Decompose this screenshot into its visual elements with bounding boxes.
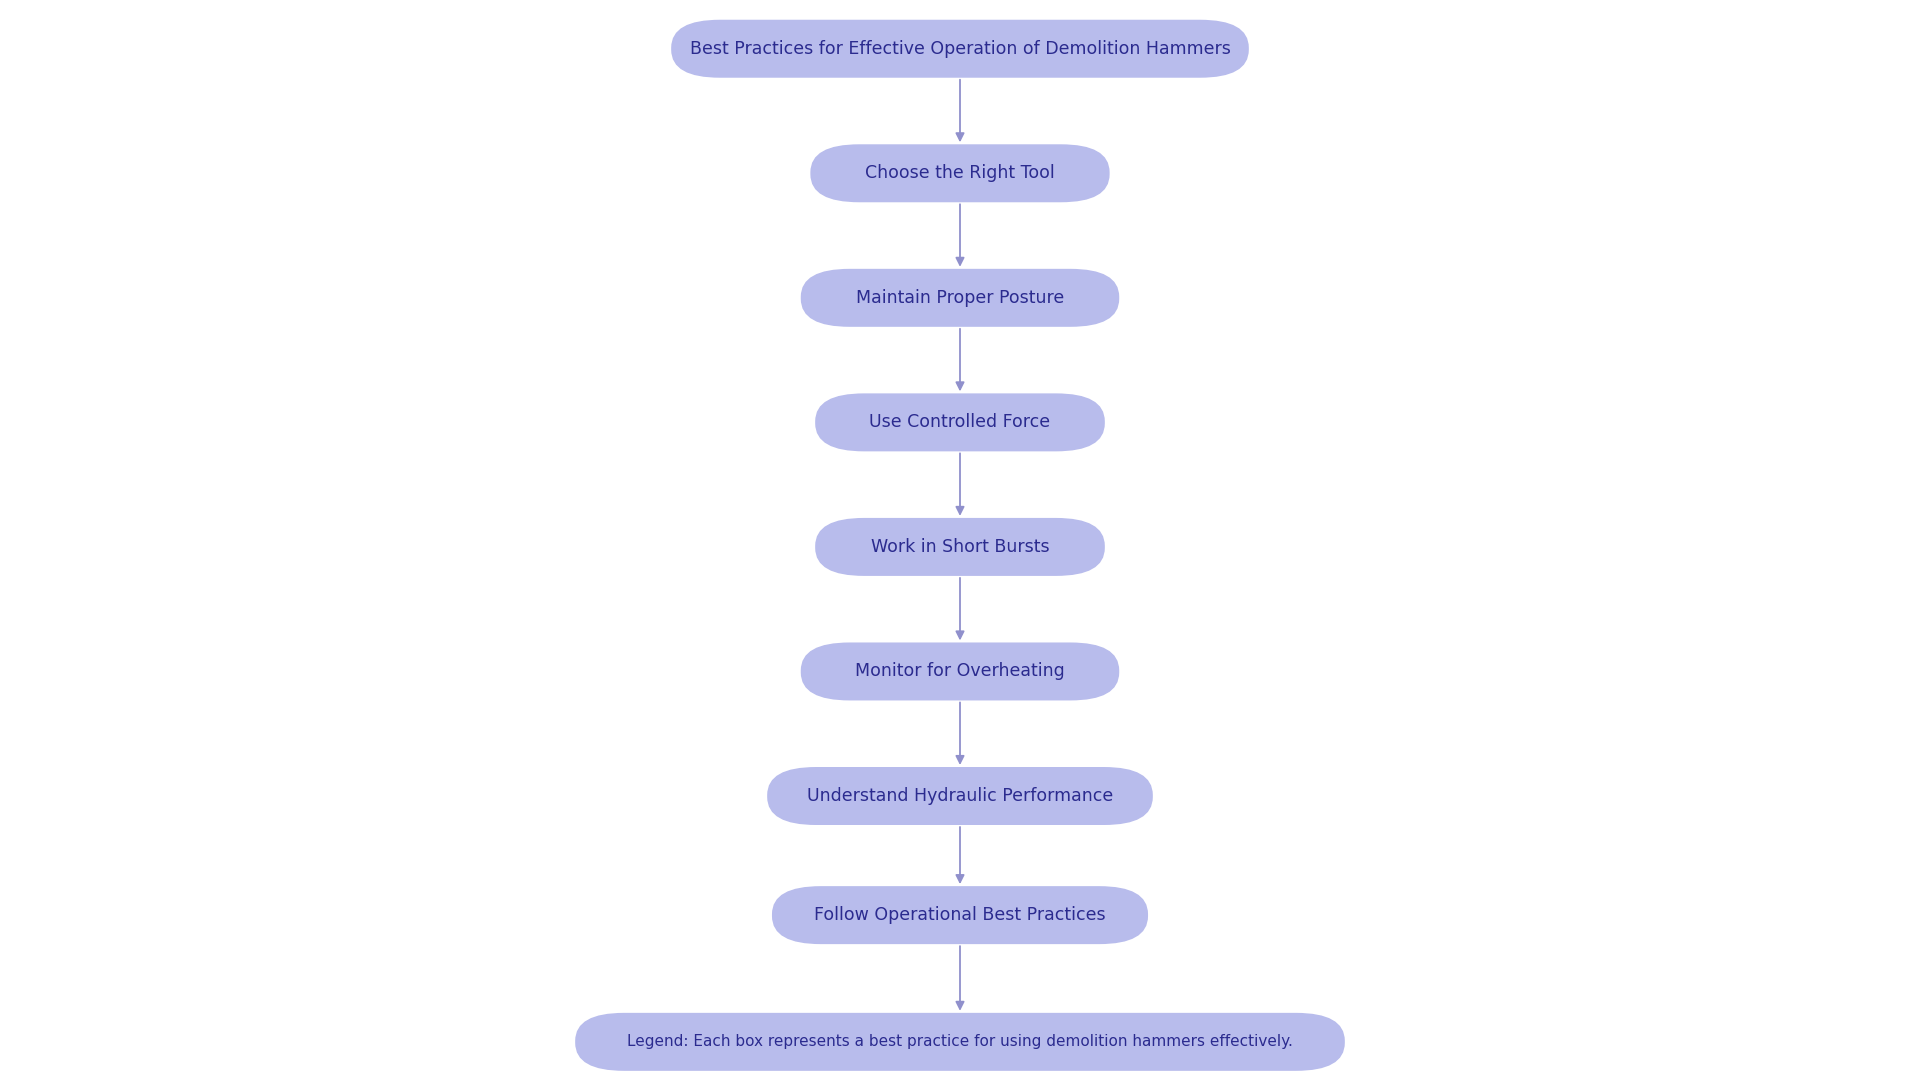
Text: Follow Operational Best Practices: Follow Operational Best Practices bbox=[814, 906, 1106, 924]
FancyBboxPatch shape bbox=[801, 270, 1117, 326]
Text: Use Controlled Force: Use Controlled Force bbox=[870, 414, 1050, 431]
FancyBboxPatch shape bbox=[816, 519, 1104, 575]
Text: Best Practices for Effective Operation of Demolition Hammers: Best Practices for Effective Operation o… bbox=[689, 40, 1231, 57]
FancyBboxPatch shape bbox=[772, 887, 1146, 943]
Text: Legend: Each box represents a best practice for using demolition hammers effecti: Legend: Each box represents a best pract… bbox=[628, 1034, 1292, 1049]
FancyBboxPatch shape bbox=[810, 145, 1110, 201]
FancyBboxPatch shape bbox=[816, 394, 1104, 451]
FancyBboxPatch shape bbox=[672, 21, 1248, 77]
FancyBboxPatch shape bbox=[768, 768, 1152, 824]
FancyBboxPatch shape bbox=[576, 1014, 1344, 1070]
Text: Choose the Right Tool: Choose the Right Tool bbox=[866, 165, 1054, 182]
FancyBboxPatch shape bbox=[801, 643, 1117, 700]
Text: Maintain Proper Posture: Maintain Proper Posture bbox=[856, 289, 1064, 306]
Text: Monitor for Overheating: Monitor for Overheating bbox=[854, 663, 1066, 680]
Text: Work in Short Bursts: Work in Short Bursts bbox=[870, 538, 1050, 556]
Text: Understand Hydraulic Performance: Understand Hydraulic Performance bbox=[806, 787, 1114, 805]
